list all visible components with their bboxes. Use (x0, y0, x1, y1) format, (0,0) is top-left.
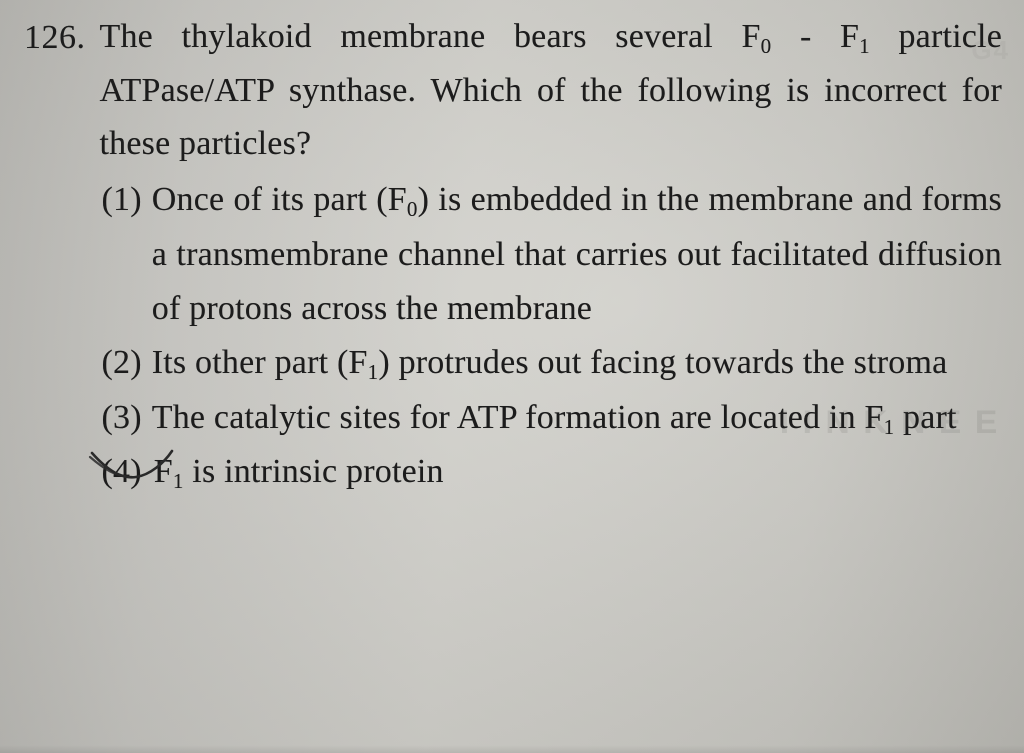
option-text: F1 is intrinsic protein (154, 445, 1002, 499)
option-number: (4) (102, 453, 142, 490)
option-text: Its other part (F1) protrudes out facing… (152, 336, 1002, 390)
question-block: 126. The thylakoid membrane bears severa… (24, 10, 1002, 500)
option-number: (1) (102, 173, 142, 336)
question-stem: The thylakoid membrane bears several F0 … (100, 10, 1003, 171)
page-bottom-shadow (0, 745, 1024, 753)
option-2: (2) Its other part (F1) protrudes out fa… (100, 336, 1003, 390)
option-4: (4) F1 is intrinsic protein (100, 445, 1003, 499)
option-number: (3) (102, 391, 142, 445)
option-text: The catalytic sites for ATP formation ar… (152, 391, 1002, 445)
option-number-marked: (4) (102, 445, 144, 499)
option-number: (2) (102, 336, 142, 390)
question-body: The thylakoid membrane bears several F0 … (100, 10, 1003, 500)
options-list: (1) Once of its part (F0) is embedded in… (100, 173, 1003, 499)
option-1: (1) Once of its part (F0) is embedded in… (100, 173, 1003, 336)
option-text: Once of its part (F0) is embedded in the… (152, 173, 1002, 336)
question-number: 126. (24, 10, 86, 500)
scanned-page: I I N K N E E G4 126. The thylakoid memb… (0, 0, 1024, 753)
option-3: (3) The catalytic sites for ATP formatio… (100, 391, 1003, 445)
